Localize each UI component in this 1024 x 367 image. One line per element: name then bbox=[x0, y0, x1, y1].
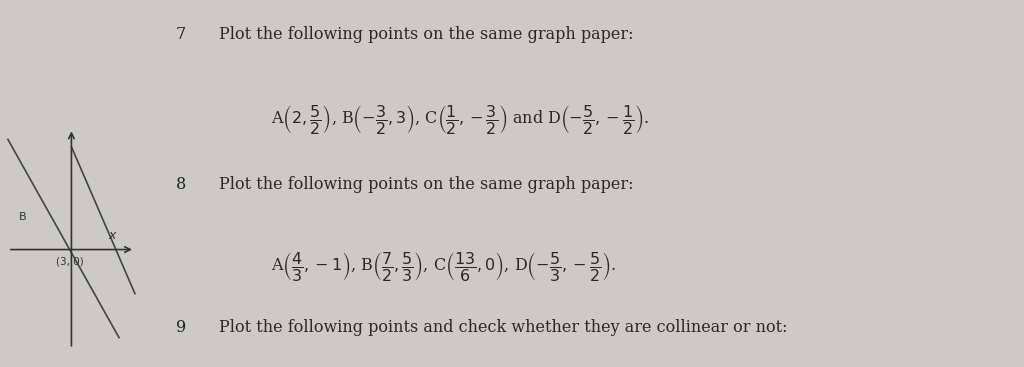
Text: Plot the following points and check whether they are collinear or not:: Plot the following points and check whet… bbox=[219, 319, 787, 336]
Text: (3, 0): (3, 0) bbox=[55, 256, 83, 266]
Text: A$\left(\dfrac{4}{3},-1\right)$, B$\left(\dfrac{7}{2},\dfrac{5}{3}\right)$, C$\l: A$\left(\dfrac{4}{3},-1\right)$, B$\left… bbox=[271, 250, 616, 283]
Text: A$\left(2,\dfrac{5}{2}\right)$, B$\left(-\dfrac{3}{2},3\right)$, C$\left(\dfrac{: A$\left(2,\dfrac{5}{2}\right)$, B$\left(… bbox=[271, 103, 649, 136]
Text: Plot the following points on the same graph paper:: Plot the following points on the same gr… bbox=[219, 176, 634, 193]
Text: B: B bbox=[19, 212, 27, 222]
Text: 8: 8 bbox=[176, 176, 186, 193]
Text: 9: 9 bbox=[176, 319, 186, 336]
Text: Plot the following points on the same graph paper:: Plot the following points on the same gr… bbox=[219, 26, 634, 43]
Text: 7: 7 bbox=[176, 26, 186, 43]
Text: x: x bbox=[108, 229, 116, 241]
